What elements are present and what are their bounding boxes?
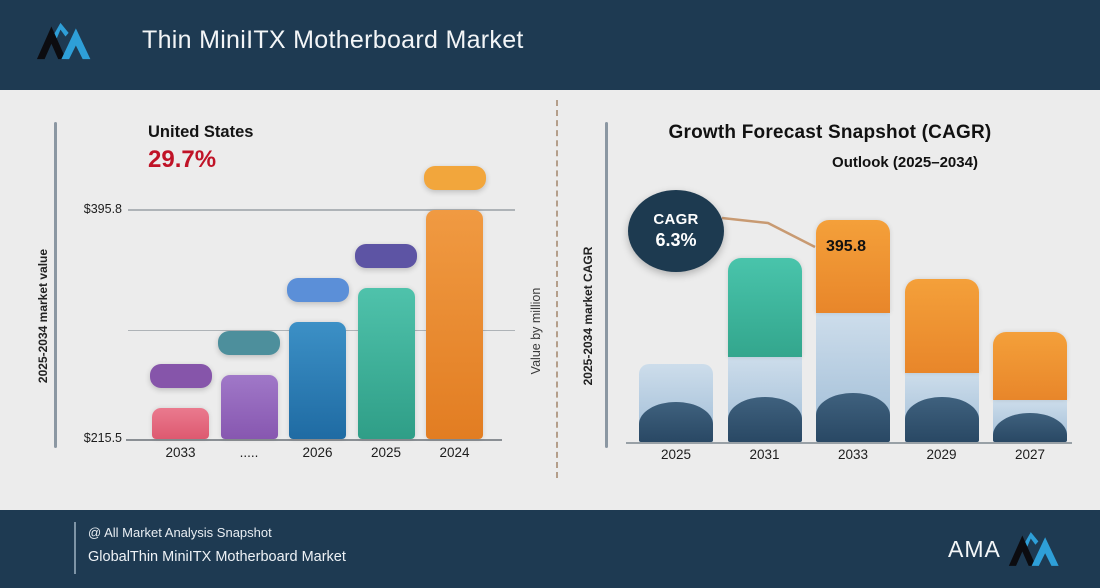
ama-logo-icon: [1008, 532, 1059, 566]
right-chart-x-tick: 2031: [749, 447, 780, 462]
bar-point-label: 395.8: [826, 238, 867, 255]
right-chart-bar-top-segment: [727, 258, 802, 357]
left-chart-y-axis-label: 2025-2034 market value: [36, 248, 50, 384]
cagr-connector-line: [721, 216, 816, 249]
left-chart-bar: [426, 210, 483, 439]
right-chart-bar-top-segment: [816, 220, 890, 313]
right-chart-subtitle: Outlook (2025–2034): [832, 154, 978, 171]
cagr-annotation-bubble: CAGR 6.3%: [628, 190, 724, 272]
footer-brand-text: AMA: [948, 536, 1001, 562]
left-chart-x-tick: 2026: [302, 445, 333, 460]
left-chart-x-tick: .....: [239, 445, 259, 460]
cagr-label: CAGR: [653, 211, 699, 228]
footer-report-name: GlobalThin MiniITX Motherboard Market: [88, 549, 346, 565]
left-chart-bar-cap: [286, 277, 349, 302]
main-canvas: 2025-2034 market value United States 29.…: [0, 90, 1100, 510]
left-chart-bar-cap: [423, 166, 486, 190]
right-chart-baseline: [626, 442, 1072, 444]
footer-divider-line: [74, 522, 76, 574]
right-chart-y-axis-label: 2025-2034 market CAGR: [581, 246, 595, 386]
left-chart-gridline: [128, 209, 515, 211]
page-title: Thin MiniITX Motherboard Market: [142, 26, 524, 54]
right-chart-bar-base-segment: [727, 397, 802, 442]
left-chart-x-tick: 2025: [370, 445, 402, 460]
right-chart-bar-base-segment: [904, 397, 979, 442]
left-chart-bar-cap: [149, 363, 212, 388]
left-chart-y-tick: $215.5: [83, 431, 122, 445]
left-chart-bar: [152, 407, 209, 439]
right-chart-bar-base-segment: [816, 393, 890, 442]
us-market-chart-panel: 2025-2034 market value United States 29.…: [0, 90, 545, 510]
left-chart-bar-cap: [218, 330, 280, 355]
right-chart-title: Growth Forecast Snapshot (CAGR): [668, 122, 992, 143]
left-chart-x-tick: 2024: [439, 445, 470, 460]
left-chart-x-tick: 2033: [165, 445, 196, 460]
ama-logo-icon: [36, 22, 91, 60]
left-chart-right-axis-label: Value by million: [529, 287, 543, 375]
right-chart-x-tick: 2025: [660, 447, 692, 462]
us-heading: United States: [148, 123, 254, 141]
left-chart-y-tick: $395.8: [83, 202, 122, 216]
right-chart-bar-top-segment: [993, 332, 1067, 400]
right-chart-y-axis-line: [605, 122, 608, 448]
right-chart-x-tick: 2029: [926, 447, 957, 462]
right-chart-x-tick: 2027: [1014, 447, 1046, 462]
left-chart-bar-cap: [355, 244, 417, 269]
growth-forecast-chart-panel: Growth Forecast Snapshot (CAGR) Outlook …: [560, 90, 1100, 510]
footer-credit-line: @ All Market Analysis Snapshot: [88, 525, 272, 540]
right-chart-bar-base-segment: [639, 402, 713, 442]
header-band: Thin MiniITX Motherboard Market: [0, 0, 1100, 90]
left-chart-y-axis-line: [54, 122, 57, 448]
panel-divider: [556, 100, 558, 478]
right-chart-x-tick: 2033: [837, 447, 869, 462]
right-chart-bar-top-segment: [904, 279, 979, 373]
us-percent-value: 29.7%: [148, 146, 217, 173]
footer-band: @ All Market Analysis Snapshot GlobalThi…: [0, 510, 1100, 588]
left-chart-bar: [357, 288, 415, 439]
cagr-value: 6.3%: [655, 230, 697, 250]
right-chart-bar-base-segment: [993, 413, 1067, 442]
left-chart-bar: [289, 321, 346, 439]
left-chart-bar: [220, 374, 278, 439]
left-chart-baseline: [126, 439, 502, 441]
